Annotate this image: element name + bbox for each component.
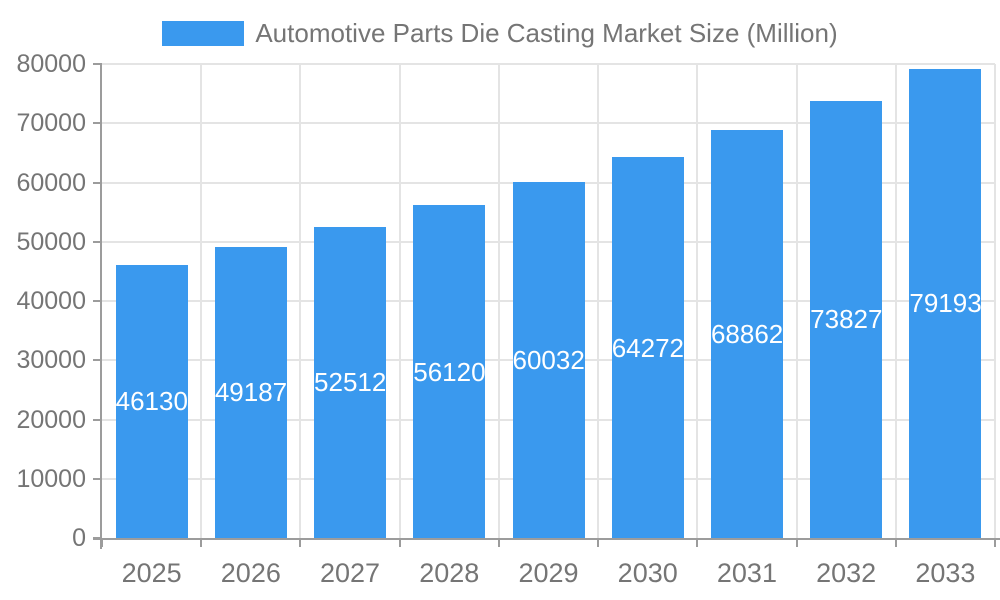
x-tick: [696, 538, 699, 547]
bar[interactable]: 68862: [710, 129, 784, 538]
y-axis-line: [100, 64, 102, 549]
bar-value-label: 46130: [115, 386, 188, 417]
bar[interactable]: 60032: [512, 182, 585, 538]
bar[interactable]: 46130: [115, 264, 188, 538]
y-tick-label: 30000: [16, 346, 86, 375]
bar-value-label: 64272: [611, 332, 685, 363]
gridline-v: [994, 64, 996, 538]
bar-value-label: 68862: [710, 318, 784, 349]
legend[interactable]: Automotive Parts Die Casting Market Size…: [0, 18, 1000, 49]
x-tick: [894, 538, 897, 547]
y-tick: [93, 122, 102, 125]
y-tick-label: 80000: [16, 50, 86, 78]
x-tick: [101, 538, 103, 547]
gridline-h: [102, 63, 995, 65]
x-tick-label: 2033: [915, 558, 976, 588]
x-tick-label: 2031: [716, 558, 777, 588]
gridline-v: [894, 64, 897, 538]
bar-value-label: 73827: [810, 304, 883, 335]
y-tick: [93, 359, 102, 362]
y-tick: [93, 63, 102, 65]
bar-value-label: 49187: [214, 377, 288, 408]
y-tick-label: 70000: [16, 109, 86, 138]
bar-value-label: 60032: [512, 345, 585, 376]
gridline-v: [696, 64, 699, 538]
gridline-h: [102, 122, 995, 125]
gridline-v: [597, 64, 600, 538]
y-tick: [93, 300, 102, 302]
x-tick-label: 2027: [320, 558, 381, 588]
bar-value-label: 56120: [413, 356, 486, 387]
x-tick: [398, 538, 401, 547]
x-tick-label: 2030: [617, 558, 678, 588]
x-tick-label: 2025: [121, 558, 182, 588]
y-tick-label: 60000: [16, 168, 86, 197]
gridline-v: [200, 64, 203, 538]
y-tick: [93, 477, 102, 480]
y-tick-label: 50000: [16, 227, 86, 256]
x-tick: [200, 538, 203, 547]
x-tick-label: 2026: [220, 558, 281, 588]
bar[interactable]: 73827: [810, 100, 883, 538]
x-tick: [597, 538, 600, 547]
x-tick-label: 2028: [419, 558, 480, 588]
y-tick: [93, 240, 102, 243]
x-tick: [795, 538, 798, 547]
x-tick-label: 2032: [816, 558, 877, 588]
y-tick-label: 10000: [16, 464, 86, 493]
x-tick: [994, 538, 996, 547]
y-tick-label: 20000: [16, 405, 86, 434]
x-tick: [299, 538, 302, 547]
bar[interactable]: 52512: [314, 226, 387, 538]
bar-value-label: 52512: [314, 367, 387, 398]
legend-swatch: [162, 21, 245, 46]
y-tick: [93, 418, 102, 421]
bar-value-label: 79193: [909, 288, 982, 319]
x-tick-label: 2029: [518, 558, 579, 588]
bar[interactable]: 79193: [909, 68, 982, 538]
legend-label: Automotive Parts Die Casting Market Size…: [255, 18, 838, 48]
y-tick-label: 0: [72, 524, 86, 552]
gridline-v: [398, 64, 401, 538]
y-tick-label: 40000: [16, 287, 86, 315]
bar[interactable]: 49187: [214, 246, 288, 538]
y-tick: [93, 181, 102, 184]
x-axis-line: [93, 538, 1000, 540]
gridline-v: [299, 64, 302, 538]
bar[interactable]: 56120: [413, 205, 486, 538]
x-tick: [497, 538, 500, 547]
bar[interactable]: 64272: [611, 157, 685, 538]
gridline-v: [795, 64, 798, 538]
gridline-v: [497, 64, 500, 538]
